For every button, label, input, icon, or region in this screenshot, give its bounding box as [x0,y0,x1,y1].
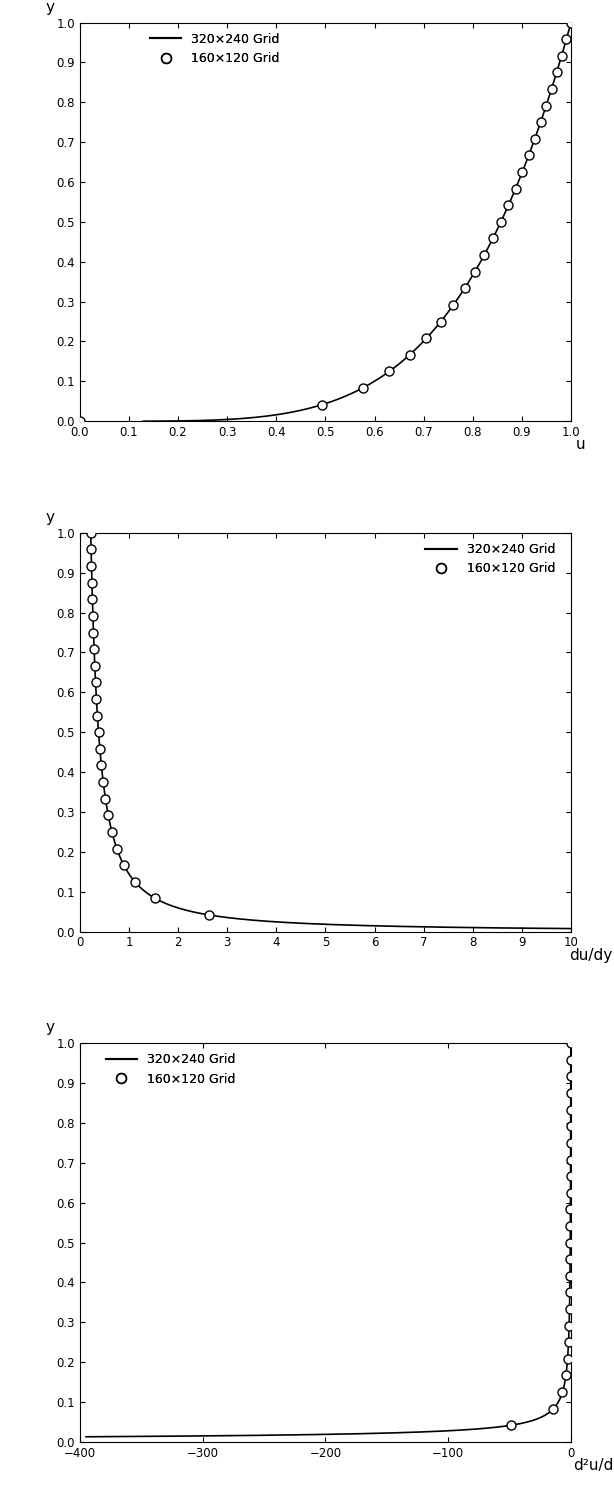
Y-axis label: y: y [46,0,55,15]
X-axis label: d²u/d²y: d²u/d²y [573,1458,614,1473]
X-axis label: u: u [576,437,586,452]
Legend: 320×240 Grid, 160×120 Grid: 320×240 Grid, 160×120 Grid [150,33,279,65]
X-axis label: du/dy: du/dy [569,948,612,963]
Legend: 320×240 Grid, 160×120 Grid: 320×240 Grid, 160×120 Grid [426,544,555,575]
Legend: 320×240 Grid, 160×120 Grid: 320×240 Grid, 160×120 Grid [106,1053,235,1086]
Y-axis label: y: y [46,509,55,524]
Y-axis label: y: y [46,1020,55,1035]
